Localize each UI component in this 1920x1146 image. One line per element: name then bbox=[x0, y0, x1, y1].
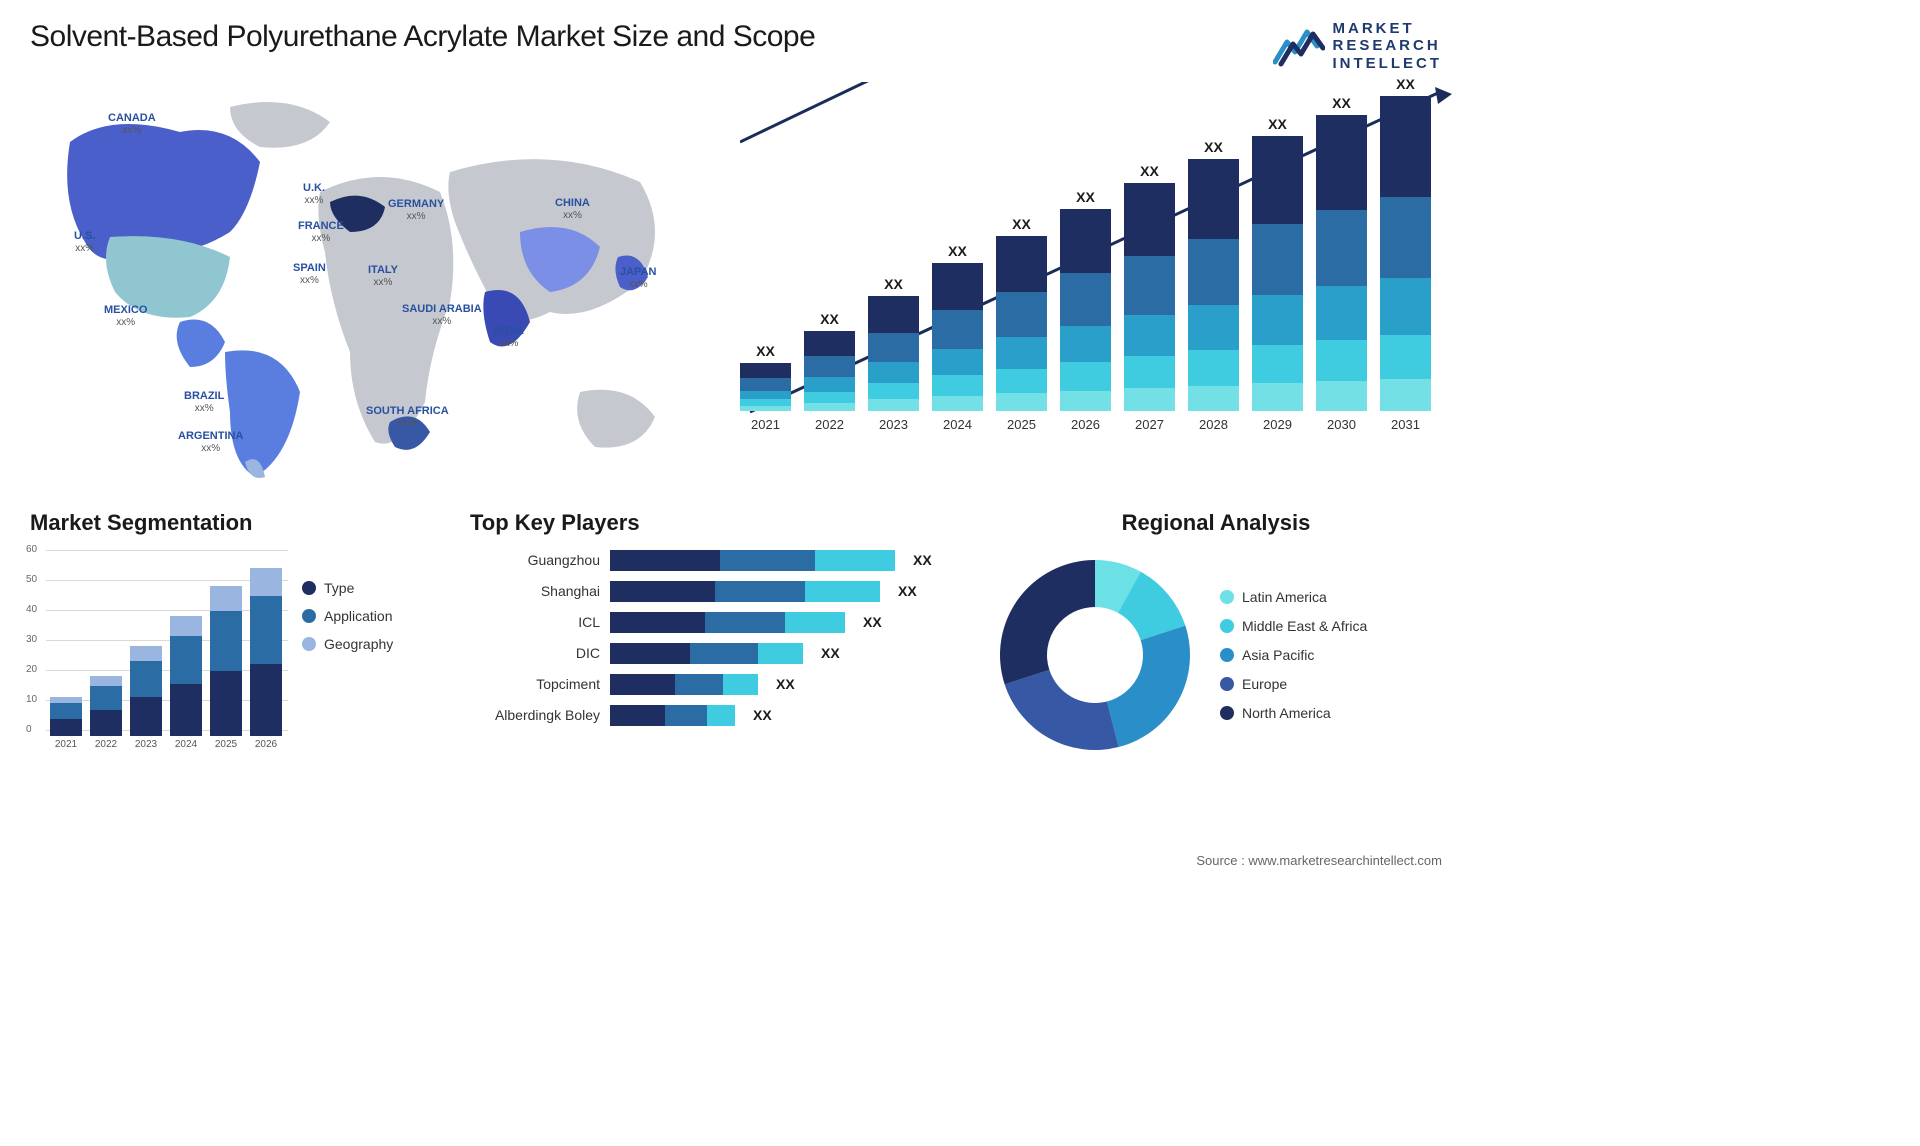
players-chart: GuangzhouXX ShanghaiXX ICLXX DICXX Topciment… bbox=[470, 550, 950, 726]
growth-bar-label: XX bbox=[1204, 139, 1223, 155]
growth-bar-year: 2027 bbox=[1135, 417, 1164, 432]
map-country-label: CANADAxx% bbox=[108, 112, 156, 136]
growth-bar-year: 2026 bbox=[1071, 417, 1100, 432]
legend-item: Middle East & Africa bbox=[1220, 618, 1367, 634]
growth-bar-chart: XX 2021 XX 2022 XX 2023 XX 2024 XX 2025 XX 2026 XX 20… bbox=[710, 82, 1442, 482]
donut-slice bbox=[1000, 560, 1095, 684]
logo-line-3: INTELLECT bbox=[1333, 55, 1443, 72]
segmentation-chart: 0102030405060202120222023202420252026 Ty… bbox=[30, 550, 430, 750]
growth-bar-year: 2029 bbox=[1263, 417, 1292, 432]
growth-bar-label: XX bbox=[1076, 189, 1095, 205]
map-country-label: JAPANxx% bbox=[620, 266, 656, 290]
growth-bar-year: 2025 bbox=[1007, 417, 1036, 432]
growth-bar-label: XX bbox=[1268, 116, 1287, 132]
growth-bar-year: 2031 bbox=[1391, 417, 1420, 432]
growth-bar: XX 2024 bbox=[932, 243, 983, 432]
growth-bar: XX 2026 bbox=[1060, 189, 1111, 432]
map-country-label: ARGENTINAxx% bbox=[178, 430, 243, 454]
map-svg bbox=[30, 82, 680, 482]
page-title: Solvent-Based Polyurethane Acrylate Mark… bbox=[30, 20, 815, 54]
map-country-label: GERMANYxx% bbox=[388, 198, 444, 222]
player-row: TopcimentXX bbox=[470, 674, 950, 695]
growth-bar-label: XX bbox=[820, 311, 839, 327]
growth-bar-label: XX bbox=[756, 343, 775, 359]
legend-item: Europe bbox=[1220, 676, 1367, 692]
segmentation-title: Market Segmentation bbox=[30, 510, 430, 536]
legend-item: Latin America bbox=[1220, 589, 1367, 605]
growth-bar: XX 2029 bbox=[1252, 116, 1303, 432]
growth-bar-label: XX bbox=[1396, 76, 1415, 92]
legend-item: Geography bbox=[302, 636, 393, 652]
regional-legend: Latin America Middle East & Africa Asia Pa… bbox=[1220, 589, 1367, 721]
growth-bar: XX 2030 bbox=[1316, 95, 1367, 432]
growth-bar: XX 2022 bbox=[804, 311, 855, 432]
map-country-label: CHINAxx% bbox=[555, 197, 590, 221]
brand-logo: MARKET RESEARCH INTELLECT bbox=[1273, 20, 1443, 72]
map-country-label: INDIAxx% bbox=[494, 325, 524, 349]
logo-line-1: MARKET bbox=[1333, 20, 1443, 37]
growth-bar: XX 2031 bbox=[1380, 76, 1431, 432]
growth-bar-year: 2030 bbox=[1327, 417, 1356, 432]
growth-bar-year: 2024 bbox=[943, 417, 972, 432]
map-country-label: BRAZILxx% bbox=[184, 390, 224, 414]
growth-bar: XX 2027 bbox=[1124, 163, 1175, 432]
player-row: ShanghaiXX bbox=[470, 581, 950, 602]
growth-bar-year: 2028 bbox=[1199, 417, 1228, 432]
legend-item: North America bbox=[1220, 705, 1367, 721]
logo-icon bbox=[1273, 24, 1325, 68]
map-country-label: ITALYxx% bbox=[368, 264, 398, 288]
logo-line-2: RESEARCH bbox=[1333, 37, 1443, 54]
segmentation-bar: 2023 bbox=[130, 646, 162, 750]
regional-title: Regional Analysis bbox=[990, 510, 1442, 536]
legend-item: Application bbox=[302, 608, 393, 624]
map-country-label: SOUTH AFRICAxx% bbox=[366, 405, 449, 429]
growth-bar: XX 2025 bbox=[996, 216, 1047, 432]
player-row: GuangzhouXX bbox=[470, 550, 950, 571]
world-map: CANADAxx% U.S.xx% MEXICOxx% BRAZILxx% ARGENT… bbox=[30, 82, 680, 482]
map-country-label: MEXICOxx% bbox=[104, 304, 147, 328]
player-row: ICLXX bbox=[470, 612, 950, 633]
segmentation-bar: 2025 bbox=[210, 586, 242, 750]
segmentation-bar: 2022 bbox=[90, 676, 122, 750]
source-attribution: Source : www.marketresearchintellect.com bbox=[1196, 853, 1442, 868]
growth-bar-label: XX bbox=[948, 243, 967, 259]
segmentation-bar: 2021 bbox=[50, 697, 82, 750]
segmentation-bar: 2024 bbox=[170, 616, 202, 750]
map-country-label: U.S.xx% bbox=[74, 230, 95, 254]
player-row: DICXX bbox=[470, 643, 950, 664]
donut-slice bbox=[1005, 670, 1119, 750]
donut-slice bbox=[1107, 625, 1190, 746]
growth-bar: XX 2028 bbox=[1188, 139, 1239, 432]
growth-bar-label: XX bbox=[1332, 95, 1351, 111]
players-title: Top Key Players bbox=[470, 510, 950, 536]
segmentation-bar: 2026 bbox=[250, 568, 282, 750]
segmentation-legend: Type Application Geography bbox=[302, 550, 393, 750]
growth-bar: XX 2023 bbox=[868, 276, 919, 432]
regional-chart: Latin America Middle East & Africa Asia Pa… bbox=[990, 550, 1442, 760]
legend-item: Type bbox=[302, 580, 393, 596]
growth-bar-label: XX bbox=[1140, 163, 1159, 179]
growth-bar-year: 2022 bbox=[815, 417, 844, 432]
growth-bar-label: XX bbox=[1012, 216, 1031, 232]
player-row: Alberdingk BoleyXX bbox=[470, 705, 950, 726]
map-country-label: SPAINxx% bbox=[293, 262, 326, 286]
legend-item: Asia Pacific bbox=[1220, 647, 1367, 663]
donut-chart bbox=[990, 550, 1200, 760]
map-country-label: SAUDI ARABIAxx% bbox=[402, 303, 482, 327]
growth-bar: XX 2021 bbox=[740, 343, 791, 432]
map-country-label: FRANCExx% bbox=[298, 220, 344, 244]
growth-bar-year: 2023 bbox=[879, 417, 908, 432]
growth-bar-label: XX bbox=[884, 276, 903, 292]
map-country-label: U.K.xx% bbox=[303, 182, 325, 206]
growth-bar-year: 2021 bbox=[751, 417, 780, 432]
